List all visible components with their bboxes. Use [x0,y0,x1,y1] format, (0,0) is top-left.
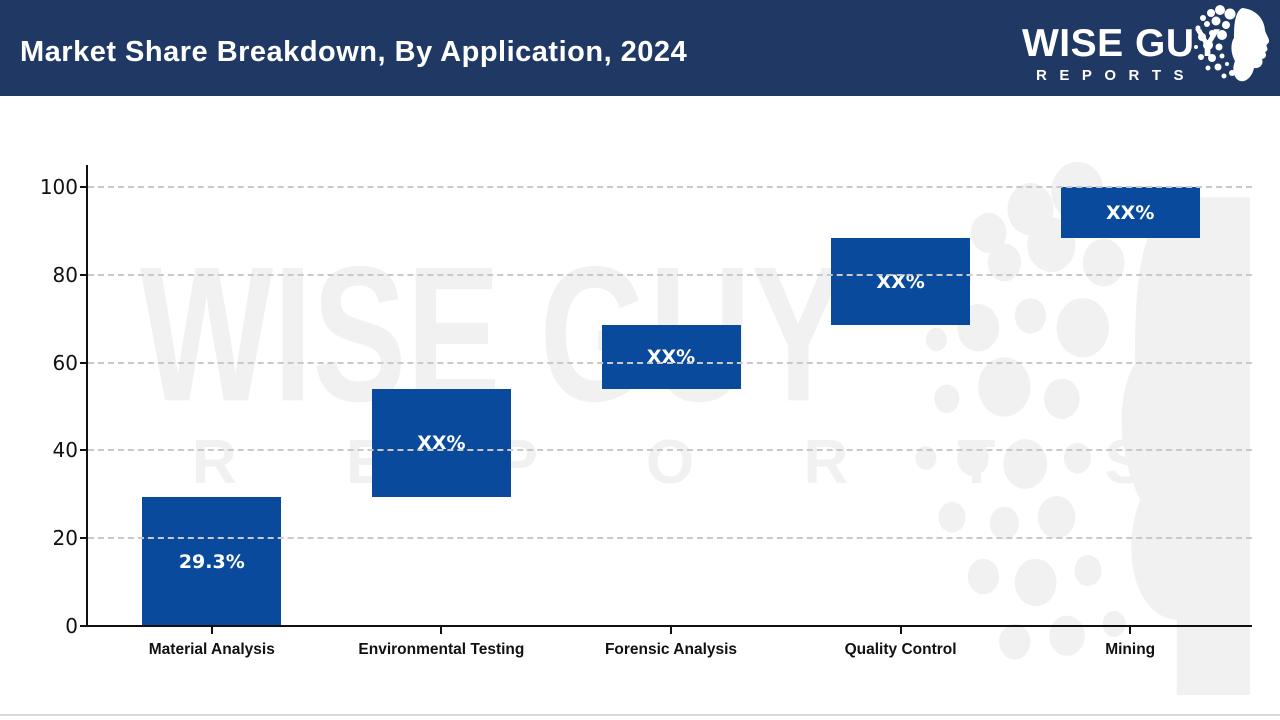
logo-line1: WISE GUY [1022,22,1221,65]
bar-value-label: XX% [1106,201,1155,224]
y-tick [80,449,87,452]
logo-face-icon [1194,5,1270,82]
x-axis-label: Environmental Testing [358,641,525,658]
header-band: Market Share Breakdown, By Application, … [0,0,1280,96]
bar-value-label: XX% [646,346,696,369]
gridline [88,273,1252,276]
x-axis-line [88,625,1252,627]
bar: 29.3% [142,497,282,626]
gridline [88,537,1252,540]
x-axis-label: Quality Control [844,641,957,658]
y-tick [80,537,87,540]
bar-value-label: XX% [876,270,925,293]
x-axis-label: Forensic Analysis [604,641,738,658]
x-axis-label: Material Analysis [148,641,275,658]
bar: XX% [831,238,971,326]
gridline [88,361,1252,364]
x-tick [670,627,672,634]
y-tick-label: 0 [65,614,78,638]
y-tick [80,625,87,627]
x-tick [440,627,443,634]
y-tick-label: 80 [52,262,78,287]
y-tick-label: 100 [39,175,78,199]
bottom-border [0,714,1280,716]
watermark-face-icon [905,150,1280,720]
bar-value-label: XX% [417,432,466,455]
y-tick [80,186,87,188]
wise-guy-reports-logo: WISE GUY REPORTS [1006,4,1272,92]
bar: XX% [1060,187,1200,239]
y-axis-line [86,165,88,627]
y-tick [80,273,87,276]
bar: XX% [371,388,511,498]
x-tick [899,627,902,634]
y-tick-label: 20 [52,526,78,551]
x-axis-label: Mining [1105,641,1156,658]
x-tick [210,627,213,634]
chart-title: Market Share Breakdown, By Application, … [20,36,688,68]
gridline [88,186,1252,188]
y-tick [80,361,87,364]
x-tick [1129,627,1132,634]
bar: XX% [601,325,741,389]
y-tick-label: 40 [52,438,78,463]
bar-value-label: 29.3% [178,550,245,573]
logo-graphic: WISE GUY REPORTS [1022,5,1270,84]
y-tick-label: 60 [52,350,78,375]
gridline [88,449,1252,452]
logo-line2: REPORTS [1036,67,1196,84]
